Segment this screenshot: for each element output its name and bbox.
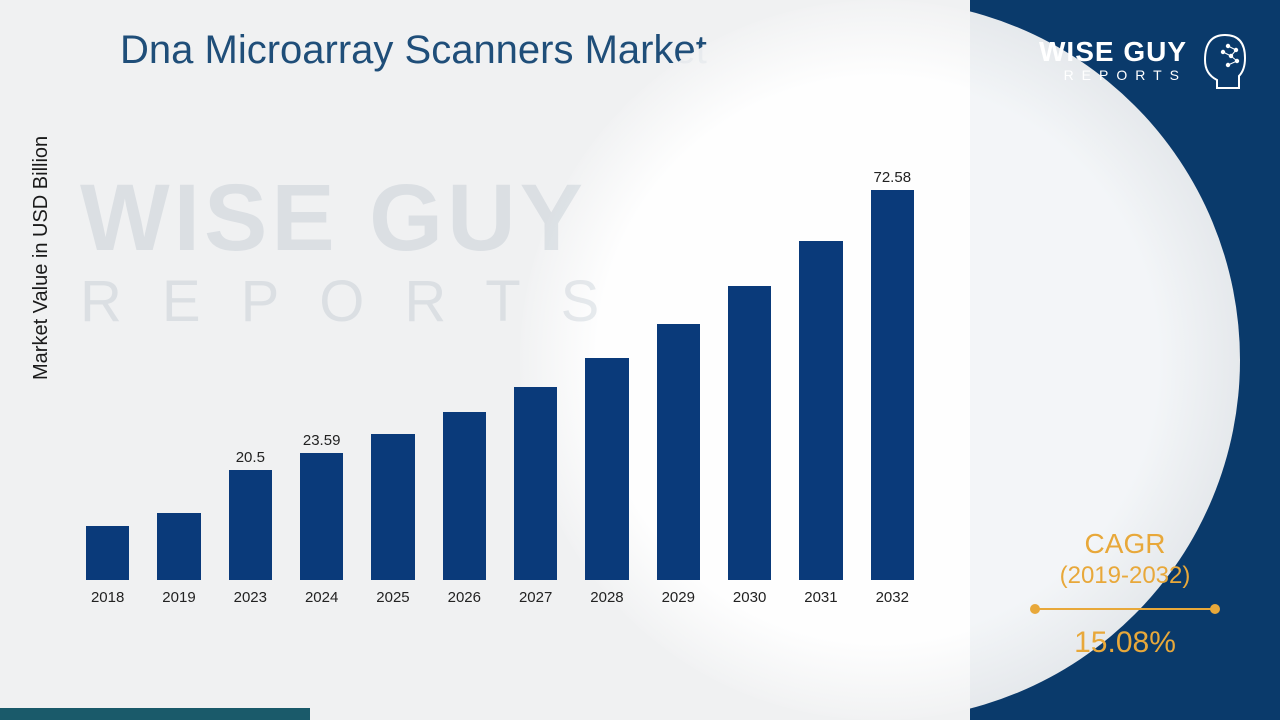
bar: [728, 286, 771, 580]
bar: [229, 470, 272, 580]
bar-slot: 23.592024: [294, 150, 349, 580]
bar: [86, 526, 129, 580]
bar-slot: 2018: [80, 150, 135, 580]
bar: [871, 190, 914, 580]
cagr-years: (2019-2032): [1000, 562, 1250, 590]
bar-slot: 2027: [508, 150, 563, 580]
chart-area: Market Value in USD Billion 2018201920.5…: [40, 140, 920, 610]
x-axis-label: 2019: [151, 589, 206, 606]
bar-slot: 2030: [722, 150, 777, 580]
bar: [799, 241, 842, 580]
page-root: Dna Microarray Scanners Market WISE GUY …: [0, 0, 1280, 720]
bar-value-label: 23.59: [294, 432, 349, 449]
head-profile-icon: [1195, 30, 1250, 90]
cagr-label: CAGR: [1000, 528, 1250, 560]
x-axis-label: 2026: [437, 589, 492, 606]
x-axis-label: 2029: [651, 589, 706, 606]
bar: [157, 513, 200, 580]
x-axis-label: 2025: [365, 589, 420, 606]
cagr-block: CAGR (2019-2032) 15.08%: [1000, 528, 1250, 660]
bar-slot: 2028: [579, 150, 634, 580]
chart-title: Dna Microarray Scanners Market: [120, 28, 707, 73]
bar: [514, 387, 557, 580]
x-axis-label: 2023: [223, 589, 278, 606]
bar-slot: 72.582032: [865, 150, 920, 580]
x-axis-label: 2028: [579, 589, 634, 606]
bar: [371, 434, 414, 580]
bar: [300, 453, 343, 580]
bar-slot: 2029: [651, 150, 706, 580]
bar-slot: 2025: [365, 150, 420, 580]
footer-accent-bar: [0, 708, 310, 720]
y-axis-label: Market Value in USD Billion: [30, 136, 53, 380]
brand-logo-main: WISE GUY: [1039, 38, 1187, 66]
bar-value-label: 20.5: [223, 449, 278, 466]
cagr-divider-line: [1035, 608, 1215, 610]
brand-logo: WISE GUY REPORTS: [1039, 30, 1250, 90]
bar-slot: 20.52023: [223, 150, 278, 580]
bar: [657, 324, 700, 580]
x-axis-label: 2027: [508, 589, 563, 606]
bar-slot: 2031: [793, 150, 848, 580]
bar: [443, 412, 486, 580]
bar-slot: 2019: [151, 150, 206, 580]
bar-plot: 2018 2019 20.52023 23.592024 2025 2026 2027 202…: [80, 150, 920, 580]
bar-value-label: 72.58: [865, 169, 920, 186]
bar: [585, 358, 628, 580]
x-axis-label: 2032: [865, 589, 920, 606]
x-axis-label: 2031: [793, 589, 848, 606]
bar-slot: 2026: [437, 150, 492, 580]
brand-logo-text: WISE GUY REPORTS: [1039, 38, 1187, 82]
brand-logo-sub: REPORTS: [1039, 68, 1187, 82]
cagr-value: 15.08%: [1000, 626, 1250, 660]
x-axis-label: 2024: [294, 589, 349, 606]
x-axis-label: 2030: [722, 589, 777, 606]
x-axis-label: 2018: [80, 589, 135, 606]
